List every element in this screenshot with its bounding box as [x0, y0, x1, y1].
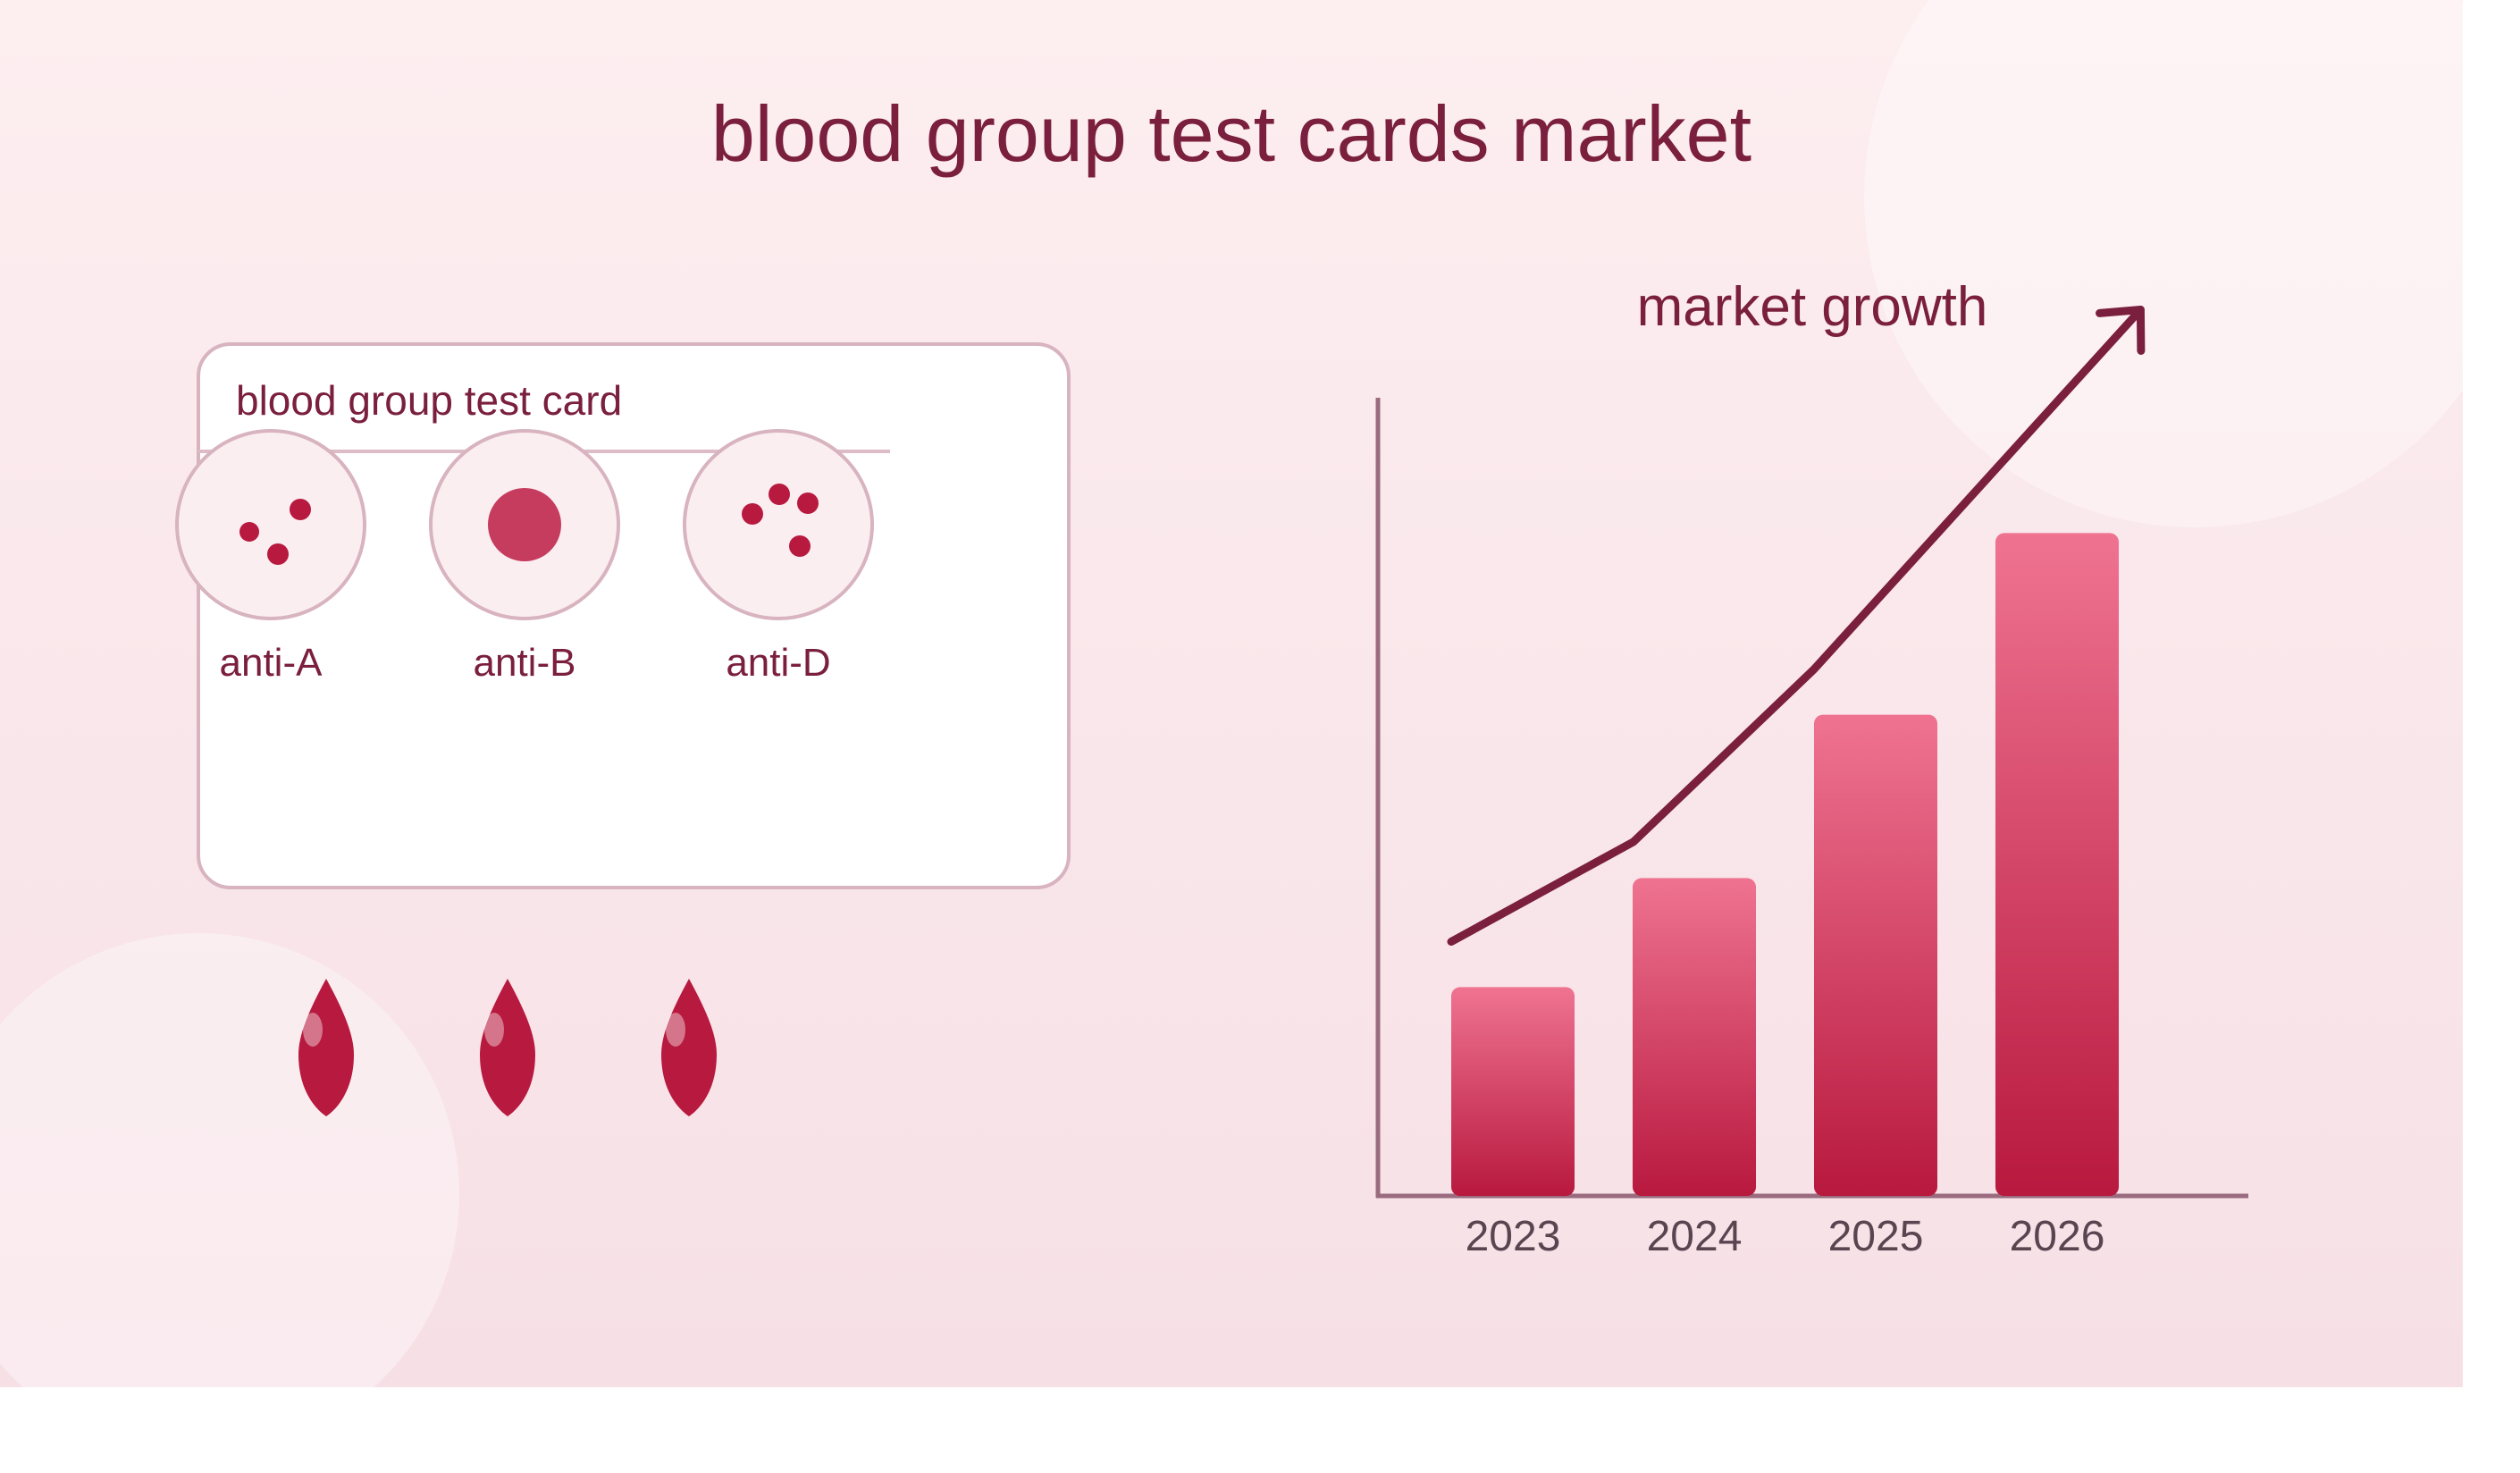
well-anti-b: anti-B [429, 429, 620, 685]
blood-drops [298, 979, 717, 1116]
well-label-anti-a: anti-A [220, 641, 323, 685]
bars-layer [1451, 533, 2119, 1196]
agglutination-dot [290, 499, 311, 520]
bar-2023 [1451, 987, 1575, 1196]
chart-title: market growth [1637, 276, 1988, 338]
well-circle [175, 429, 366, 620]
bar-2026 [1995, 533, 2119, 1196]
well-label-anti-b: anti-B [474, 641, 576, 685]
agglutination-dot [742, 503, 763, 525]
blood-drop-icon [298, 979, 354, 1116]
well-circle [683, 429, 874, 620]
bar-2025 [1814, 714, 1937, 1196]
x-tick-labels: 2023 2024 2025 2026 [1466, 1213, 2105, 1260]
well-label-anti-d: anti-D [726, 641, 830, 685]
agglutination-dot [239, 522, 259, 542]
test-card-body [197, 342, 1071, 889]
well-anti-a: anti-A [175, 429, 366, 685]
x-tick-label-2026: 2026 [2010, 1213, 2105, 1260]
market-growth-chart: market growth 2023 2024 2025 2026 [1375, 276, 2248, 1260]
trend-arrow [1447, 305, 2146, 947]
agglutination-dot [789, 535, 811, 557]
trend-line [1447, 305, 2145, 947]
x-tick-label-2023: 2023 [1466, 1213, 1561, 1260]
trend-arrow-head [2096, 305, 2146, 355]
test-card: blood group test card anti-A anti-B anti… [175, 342, 1071, 889]
blood-drop-icon [480, 979, 535, 1116]
agglutination-dot [267, 543, 289, 565]
test-card-title: blood group test card [236, 377, 622, 424]
agglutination-dot [797, 492, 819, 514]
x-tick-label-2024: 2024 [1647, 1213, 1743, 1260]
x-tick-label-2025: 2025 [1828, 1213, 1924, 1260]
page-title: blood group test cards market [711, 89, 1751, 178]
decorative-circle-top-right [1864, 0, 2463, 527]
agglutination-blob [488, 488, 561, 561]
agglutination-dot [769, 484, 790, 505]
well-anti-d: anti-D [683, 429, 874, 685]
bar-2024 [1633, 878, 1756, 1196]
blood-drop-icon [661, 979, 717, 1116]
